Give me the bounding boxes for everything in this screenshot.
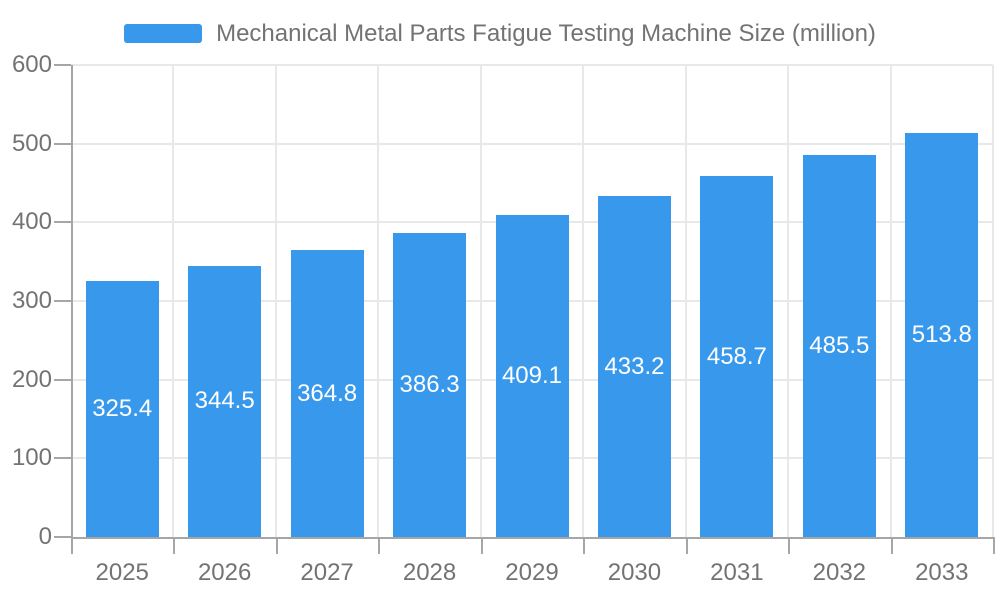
bar[interactable] [495, 215, 569, 537]
bar-value-label: 513.8 [911, 320, 972, 348]
bar-value-label: 344.5 [194, 387, 255, 415]
legend-label: Mechanical Metal Parts Fatigue Testing M… [216, 20, 876, 47]
x-tick-mark [275, 537, 278, 554]
bar[interactable] [290, 250, 364, 537]
x-gridline [377, 65, 380, 537]
x-tick-label: 2031 [710, 559, 764, 586]
bar-value-label: 386.3 [399, 371, 460, 399]
bar[interactable] [802, 155, 876, 537]
x-gridline [684, 65, 687, 537]
bar-value-label: 325.4 [92, 395, 153, 422]
y-gridline [71, 142, 993, 145]
x-gridline [992, 65, 994, 537]
bar[interactable] [905, 132, 979, 537]
x-gridline [274, 65, 277, 537]
x-gridline [582, 65, 585, 537]
x-axis-line [71, 537, 995, 539]
y-tick-label: 0 [38, 523, 52, 550]
x-tick-mark [71, 537, 73, 554]
x-tick-label: 2029 [505, 559, 559, 586]
y-tick-mark [54, 64, 71, 66]
bar-value-label: 458.7 [706, 342, 767, 370]
bar[interactable] [597, 196, 671, 537]
x-tick-label: 2028 [402, 559, 457, 586]
x-tick-label: 2027 [300, 559, 354, 586]
x-tick-label: 2030 [607, 559, 662, 586]
bar-value-label: 364.8 [297, 379, 358, 407]
y-tick-label: 100 [11, 444, 52, 472]
bar-value-label: 409.1 [501, 362, 563, 390]
x-tick-mark [993, 537, 995, 554]
x-tick-mark [583, 537, 586, 554]
y-tick-label: 400 [11, 208, 52, 236]
y-tick-mark [54, 300, 71, 302]
y-tick-mark [54, 142, 71, 145]
bar-value-label: 485.5 [809, 332, 870, 360]
legend-swatch [124, 24, 203, 43]
legend-item[interactable]: Mechanical Metal Parts Fatigue Testing M… [124, 20, 876, 47]
y-axis-line [71, 65, 73, 554]
x-tick-mark [378, 537, 381, 554]
y-tick-mark [54, 221, 71, 224]
x-tick-label: 2026 [197, 559, 252, 586]
x-tick-label: 2025 [95, 559, 149, 586]
bar-value-label: 433.2 [604, 352, 665, 380]
x-tick-label: 2033 [915, 559, 969, 586]
x-tick-label: 2032 [812, 559, 867, 586]
y-tick-label: 600 [11, 51, 52, 78]
y-tick-mark [54, 378, 71, 381]
x-gridline [172, 65, 175, 537]
legend: Mechanical Metal Parts Fatigue Testing M… [0, 20, 1000, 47]
bar[interactable] [700, 176, 774, 537]
x-gridline [787, 65, 790, 537]
y-tick-label: 500 [11, 129, 52, 157]
x-tick-mark [890, 537, 893, 554]
x-gridline [889, 65, 892, 537]
x-tick-mark [685, 537, 688, 554]
x-gridline [479, 65, 482, 537]
y-tick-mark [54, 457, 71, 460]
x-tick-mark [480, 537, 483, 554]
y-tick-mark [54, 536, 71, 538]
y-tick-label: 200 [11, 365, 52, 393]
y-gridline [71, 64, 993, 66]
x-tick-mark [173, 537, 176, 554]
bar[interactable] [188, 265, 262, 537]
x-tick-mark [788, 537, 791, 554]
bar[interactable] [85, 281, 159, 537]
bar[interactable] [393, 233, 467, 537]
y-tick-label: 300 [11, 287, 52, 314]
